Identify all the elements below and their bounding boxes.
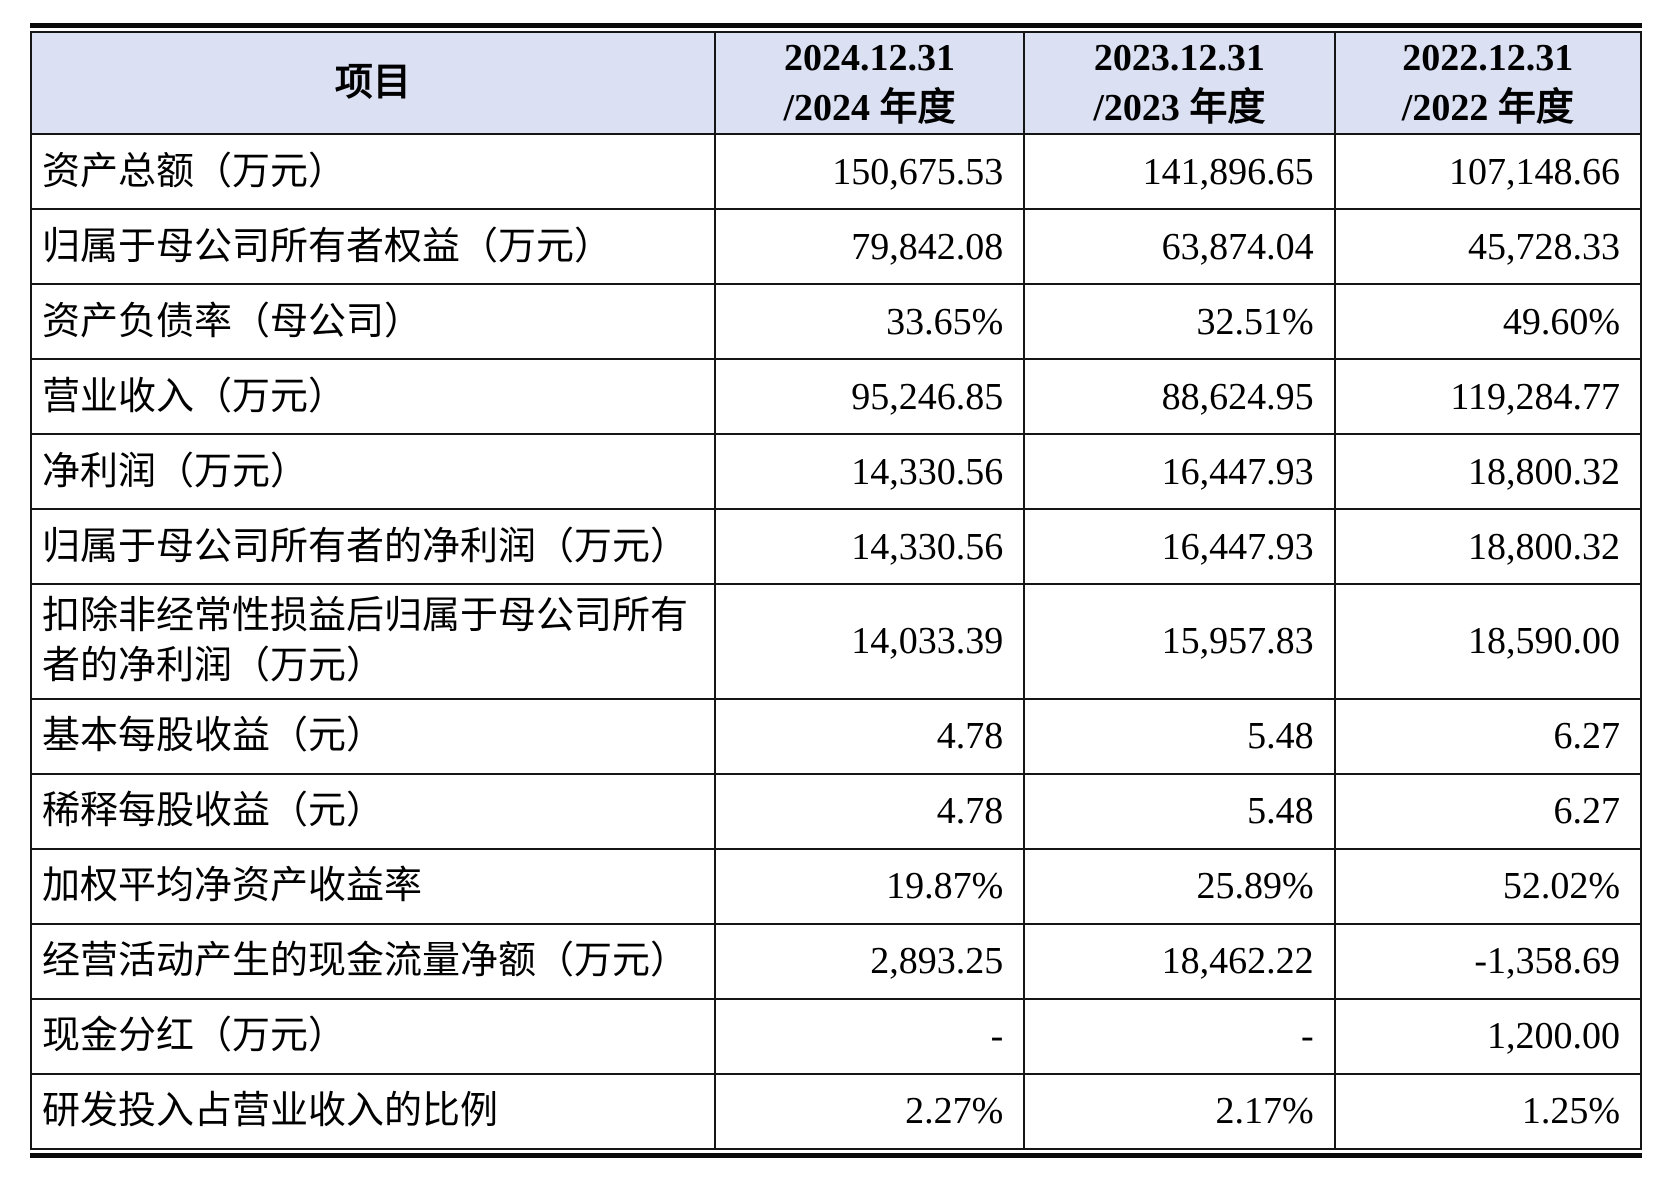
table-row-deducted-net-profit: 扣除非经常性损益后归属于母公司所有者的净利润（万元） 14,033.39 15,… xyxy=(30,583,1643,700)
row-value-2023: 88,624.95 xyxy=(1023,358,1336,436)
row-value-2024: 150,675.53 xyxy=(713,133,1026,211)
row-value-2023: 141,896.65 xyxy=(1023,133,1336,211)
row-label: 营业收入（万元） xyxy=(30,358,716,436)
row-value-2024: - xyxy=(713,997,1026,1075)
table-row-cash-dividend: 现金分红（万元） - - 1,200.00 xyxy=(30,997,1643,1075)
row-value-2024: 33.65% xyxy=(713,283,1026,361)
row-value-2022: 45,728.33 xyxy=(1333,208,1643,286)
row-value-2023: 5.48 xyxy=(1023,772,1336,850)
header-item: 项目 xyxy=(30,30,716,136)
row-value-2022: 6.27 xyxy=(1333,697,1643,775)
row-label: 资产总额（万元） xyxy=(30,133,716,211)
row-value-2023: 16,447.93 xyxy=(1023,433,1336,511)
header-period-2023-year: /2023 年度 xyxy=(1093,87,1266,130)
row-value-2022: 1.25% xyxy=(1333,1072,1643,1150)
row-label: 现金分红（万元） xyxy=(30,997,716,1075)
row-value-2024: 4.78 xyxy=(713,772,1026,850)
header-period-2023: 2023.12.31 /2023 年度 xyxy=(1023,30,1336,136)
row-value-2022: 107,148.66 xyxy=(1333,133,1643,211)
row-value-2023: 16,447.93 xyxy=(1023,508,1336,586)
table-row-diluted-eps: 稀释每股收益（元） 4.78 5.48 6.27 xyxy=(30,772,1643,850)
header-period-2022-year: /2022 年度 xyxy=(1401,87,1574,130)
table-row-parent-equity: 归属于母公司所有者权益（万元） 79,842.08 63,874.04 45,7… xyxy=(30,208,1643,286)
table-row-total-assets: 资产总额（万元） 150,675.53 141,896.65 107,148.6… xyxy=(30,133,1643,211)
row-value-2022: 119,284.77 xyxy=(1333,358,1643,436)
table-row-weighted-roe: 加权平均净资产收益率 19.87% 25.89% 52.02% xyxy=(30,847,1643,925)
row-value-2022: 18,800.32 xyxy=(1333,508,1643,586)
row-value-2024: 95,246.85 xyxy=(713,358,1026,436)
header-period-2023-date: 2023.12.31 xyxy=(1093,37,1265,79)
row-label: 基本每股收益（元） xyxy=(30,697,716,775)
row-value-2022: -1,358.69 xyxy=(1333,922,1643,1000)
row-label: 净利润（万元） xyxy=(30,433,716,511)
row-label: 经营活动产生的现金流量净额（万元） xyxy=(30,922,716,1000)
table-header-row: 项目 2024.12.31 /2024 年度 2023.12.31 /2023 … xyxy=(30,30,1643,136)
financial-summary-table-wrap: 项目 2024.12.31 /2024 年度 2023.12.31 /2023 … xyxy=(30,23,1643,1158)
financial-summary-table: 项目 2024.12.31 /2024 年度 2023.12.31 /2023 … xyxy=(30,30,1643,1150)
row-label: 研发投入占营业收入的比例 xyxy=(30,1072,716,1150)
row-value-2022: 6.27 xyxy=(1333,772,1643,850)
row-label: 加权平均净资产收益率 xyxy=(30,847,716,925)
row-value-2024: 14,330.56 xyxy=(713,508,1026,586)
row-value-2024: 79,842.08 xyxy=(713,208,1026,286)
row-value-2023: 18,462.22 xyxy=(1023,922,1336,1000)
table-row-revenue: 营业收入（万元） 95,246.85 88,624.95 119,284.77 xyxy=(30,358,1643,436)
row-value-2022: 52.02% xyxy=(1333,847,1643,925)
table-row-net-profit: 净利润（万元） 14,330.56 16,447.93 18,800.32 xyxy=(30,433,1643,511)
header-period-2022-date: 2022.12.31 xyxy=(1402,37,1574,79)
row-value-2024: 4.78 xyxy=(713,697,1026,775)
row-value-2022: 18,800.32 xyxy=(1333,433,1643,511)
table-row-basic-eps: 基本每股收益（元） 4.78 5.48 6.27 xyxy=(30,697,1643,775)
row-value-2023: 5.48 xyxy=(1023,697,1336,775)
row-value-2023: 15,957.83 xyxy=(1023,583,1336,700)
row-value-2023: 63,874.04 xyxy=(1023,208,1336,286)
row-value-2022: 1,200.00 xyxy=(1333,997,1643,1075)
table-row-parent-net-profit: 归属于母公司所有者的净利润（万元） 14,330.56 16,447.93 18… xyxy=(30,508,1643,586)
row-value-2023: 2.17% xyxy=(1023,1072,1336,1150)
row-value-2023: 25.89% xyxy=(1023,847,1336,925)
header-period-2024-date: 2024.12.31 xyxy=(784,37,956,79)
table-row-debt-ratio: 资产负债率（母公司） 33.65% 32.51% 49.60% xyxy=(30,283,1643,361)
row-label: 扣除非经常性损益后归属于母公司所有者的净利润（万元） xyxy=(30,583,716,700)
row-value-2023: 32.51% xyxy=(1023,283,1336,361)
row-label: 归属于母公司所有者的净利润（万元） xyxy=(30,508,716,586)
header-period-2024-year: /2024 年度 xyxy=(783,87,956,130)
row-label: 归属于母公司所有者权益（万元） xyxy=(30,208,716,286)
row-value-2022: 18,590.00 xyxy=(1333,583,1643,700)
header-period-2024: 2024.12.31 /2024 年度 xyxy=(713,30,1026,136)
row-value-2024: 2,893.25 xyxy=(713,922,1026,1000)
row-value-2024: 14,330.56 xyxy=(713,433,1026,511)
row-value-2024: 2.27% xyxy=(713,1072,1026,1150)
table-row-operating-cash-flow: 经营活动产生的现金流量净额（万元） 2,893.25 18,462.22 -1,… xyxy=(30,922,1643,1000)
row-value-2022: 49.60% xyxy=(1333,283,1643,361)
table-row-rd-ratio: 研发投入占营业收入的比例 2.27% 2.17% 1.25% xyxy=(30,1072,1643,1150)
row-value-2024: 14,033.39 xyxy=(713,583,1026,700)
row-value-2024: 19.87% xyxy=(713,847,1026,925)
row-value-2023: - xyxy=(1023,997,1336,1075)
header-period-2022: 2022.12.31 /2022 年度 xyxy=(1333,30,1643,136)
row-label: 资产负债率（母公司） xyxy=(30,283,716,361)
row-label: 稀释每股收益（元） xyxy=(30,772,716,850)
